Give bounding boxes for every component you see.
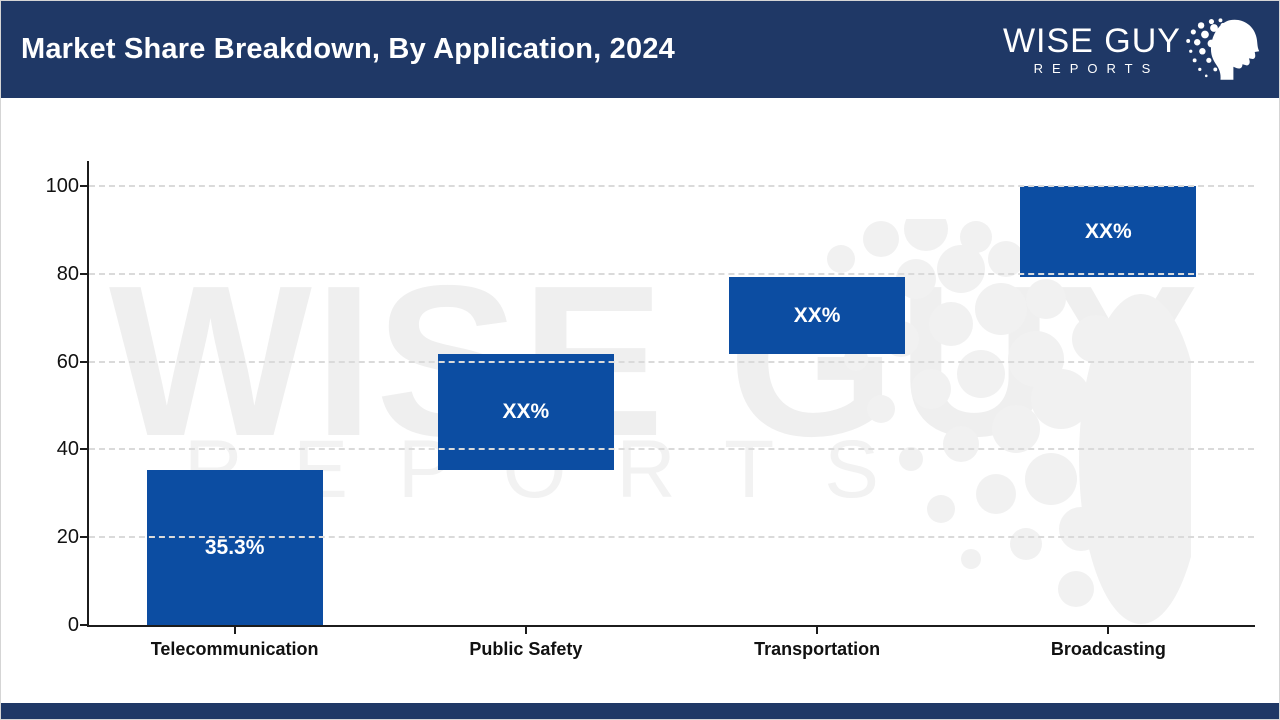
bar-broadcasting — [1020, 186, 1197, 278]
gridline-20 — [89, 536, 1254, 539]
y-tick-0 — [80, 624, 88, 626]
x-tick-3 — [1107, 627, 1110, 634]
gridline-40 — [89, 448, 1254, 451]
page-title: Market Share Breakdown, By Application, … — [21, 33, 675, 65]
y-tick-40 — [80, 448, 88, 451]
y-tick-label: 100 — [45, 175, 79, 197]
logo-subtitle: REPORTS — [1033, 61, 1160, 76]
logo-wordmark: WISE GUY — [1002, 22, 1181, 60]
x-tick-2 — [816, 627, 819, 634]
bar-value-label: XX% — [502, 400, 550, 424]
bar-public-safety — [437, 354, 614, 471]
y-tick-label: 0 — [67, 614, 79, 636]
y-tick-100 — [80, 185, 88, 187]
y-tick-60 — [80, 360, 88, 363]
wiseguy-logo: WISE GUY REPORTS — [1003, 7, 1279, 93]
gridline-60 — [89, 360, 1254, 363]
footer-bar — [1, 703, 1279, 719]
bar-telecommunication — [146, 470, 323, 625]
y-axis — [87, 161, 89, 627]
bar-value-label: XX% — [1085, 219, 1132, 243]
gridline-80 — [89, 272, 1254, 275]
wiseguy-logo-text: WISE GUY REPORTS — [1003, 24, 1181, 75]
y-tick-label: 40 — [56, 438, 79, 461]
category-label: Broadcasting — [1050, 639, 1166, 659]
x-tick-1 — [524, 627, 527, 634]
wiseguy-head-icon — [1186, 17, 1260, 80]
bar-value-label: XX% — [793, 303, 841, 327]
gridline-100 — [89, 185, 1254, 187]
x-tick-0 — [233, 627, 236, 634]
bar-transportation — [729, 277, 906, 355]
header-bar: Market Share Breakdown, By Application, … — [1, 1, 1279, 98]
category-label: Transportation — [754, 639, 881, 659]
y-tick-label: 20 — [56, 526, 79, 549]
bar-value-label: 35.3% — [204, 535, 265, 559]
category-label: Public Safety — [469, 639, 583, 659]
y-tick-80 — [80, 272, 88, 275]
category-label: Telecommunication — [150, 639, 319, 659]
y-tick-20 — [80, 536, 88, 539]
y-tick-label: 60 — [56, 350, 79, 373]
x-axis — [87, 625, 1255, 627]
y-tick-label: 80 — [56, 262, 79, 285]
